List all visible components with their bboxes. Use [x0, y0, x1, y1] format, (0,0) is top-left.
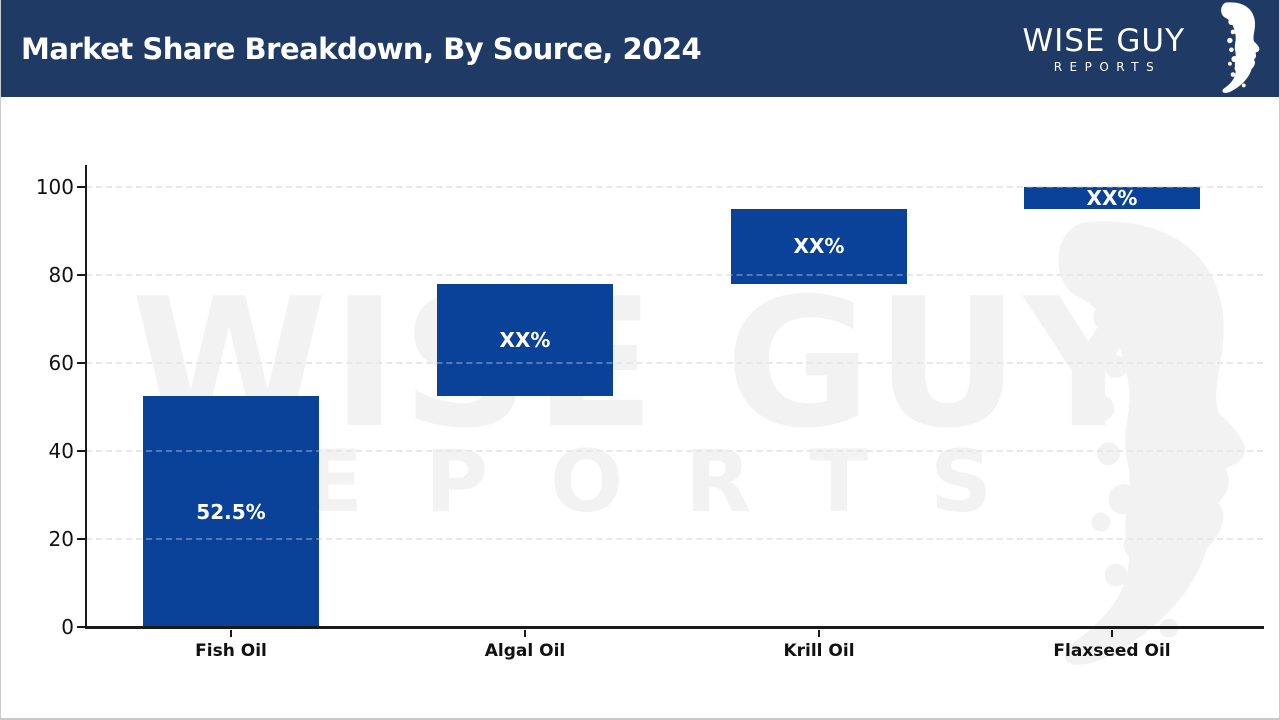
gridline-overlay	[86, 450, 1263, 452]
x-axis-tick-label: Algal Oil	[484, 641, 566, 661]
brand-name: WISE GUY	[1022, 23, 1185, 59]
y-axis-tick-label: 40	[48, 439, 74, 463]
x-axis-tick-label: Krill Oil	[783, 641, 855, 661]
y-axis-tick-label: 20	[48, 527, 74, 551]
y-axis-tick	[77, 626, 85, 628]
bar-flaxseed-oil	[1024, 187, 1200, 209]
y-axis-tick-label: 80	[48, 263, 74, 287]
chart-title: Market Share Breakdown, By Source, 2024	[21, 31, 702, 66]
y-axis-tick-label: 60	[48, 351, 74, 375]
brand-face-icon	[1221, 1, 1260, 93]
bar-algal-oil	[437, 283, 613, 396]
gridline-overlay	[86, 274, 1263, 276]
brand-logo: WISE GUY REPORTS	[1022, 1, 1265, 97]
brand-logo-text: WISE GUY REPORTS	[1022, 23, 1185, 74]
bar-value-label: XX%	[793, 234, 845, 259]
gridline	[86, 538, 1263, 540]
bar-value-label: XX%	[1086, 186, 1138, 210]
x-axis-tick	[1111, 630, 1113, 637]
y-axis-tick	[77, 450, 85, 452]
y-axis-tick	[77, 186, 85, 188]
bar-krill-oil	[731, 209, 907, 284]
brand-subname: REPORTS	[1053, 60, 1162, 74]
y-axis-line	[85, 165, 87, 628]
gridline	[86, 450, 1263, 452]
x-axis-line	[85, 626, 1264, 629]
x-axis-tick-label: Flaxseed Oil	[1053, 641, 1171, 661]
x-axis-tick-label: Fish Oil	[195, 641, 267, 661]
bar-fish-oil	[143, 396, 319, 627]
y-axis-tick	[77, 362, 85, 364]
gridline-overlay	[86, 362, 1263, 364]
y-axis-tick	[77, 538, 85, 540]
gridline-overlay	[86, 538, 1263, 540]
y-axis-tick-label: 0	[61, 615, 74, 639]
bar-value-label: XX%	[499, 327, 551, 352]
x-axis-tick	[230, 630, 232, 637]
bar-value-label: 52.5%	[196, 499, 266, 524]
x-axis-tick	[524, 630, 526, 637]
gridline	[86, 186, 1263, 188]
header-bar: Market Share Breakdown, By Source, 2024 …	[1, 0, 1279, 97]
x-axis-tick	[818, 630, 820, 637]
y-axis-tick	[77, 274, 85, 276]
gridline	[86, 274, 1263, 276]
y-axis-tick-label: 100	[35, 175, 74, 199]
gridline	[86, 362, 1263, 364]
gridline-overlay	[86, 186, 1263, 188]
